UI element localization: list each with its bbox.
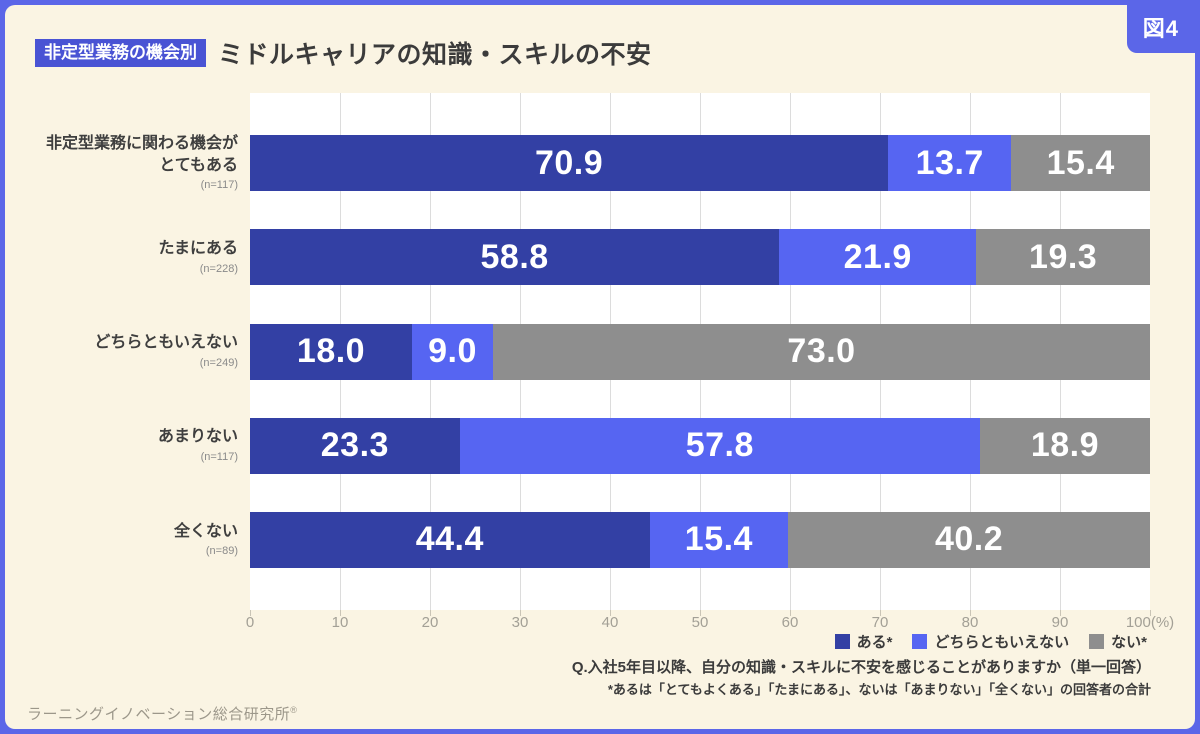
figure-number-badge: 図4: [1126, 5, 1195, 53]
category-badge: 非定型業務の機会別: [35, 39, 206, 67]
footnote: *あるは「とてもよくある」「たまにある」、ないは「あまりない」「全くない」の回答…: [607, 682, 1151, 697]
chart-area: 非定型業務に関わる機会が とてもある (n=117) 70.9 13.7 15.4 たまにあ…: [17, 93, 1151, 616]
category-label: どちらともいえない (n=249): [17, 332, 250, 370]
category-label: たまにある (n=228): [17, 238, 250, 276]
x-axis-tick-label: 100(%): [1125, 614, 1175, 631]
category-label-line: あまりない: [157, 428, 238, 446]
category-label-line: 非定型業務に関わる機会が: [45, 135, 238, 153]
bar-segment: 9.0: [412, 323, 493, 380]
bar-row: 全くない (n=89) 44.4 15.4 40.2: [17, 493, 1150, 587]
axis-tick-mark: [1150, 610, 1151, 616]
x-axis-tick-label: 60: [781, 614, 799, 631]
legend-swatch: [1089, 634, 1105, 649]
legend-item: どちらともいえない: [912, 631, 1069, 652]
legend-swatch: [912, 634, 928, 649]
x-axis-tick-label: 30: [511, 614, 529, 631]
axis-tick-mark: [1060, 610, 1061, 616]
x-axis-tick-label: 90: [1051, 614, 1069, 631]
bar-segment: 18.0: [250, 323, 412, 380]
registered-mark: ®: [290, 705, 298, 715]
survey-question: Q.入社5年目以降、自分の知識・スキルに不安を感じることがありますか（単一回答）: [571, 659, 1151, 676]
stacked-bar: 44.4 15.4 40.2: [250, 511, 1150, 568]
bar-row: 非定型業務に関わる機会がとてもある (n=117) 70.9 13.7 15.4: [17, 116, 1150, 210]
stacked-bar: 18.0 9.0 73.0: [250, 323, 1150, 380]
axis-tick-mark: [970, 610, 971, 616]
category-label-line: たまにある: [158, 240, 238, 258]
bar-row: たまにある (n=228) 58.8 21.9 19.3: [17, 210, 1150, 304]
category-label: 全くない (n=89): [17, 521, 250, 559]
category-label-line: 全くない: [173, 522, 238, 540]
x-axis-tick-label: 80: [961, 614, 979, 631]
figure-panel: 図4 非定型業務の機会別 ミドルキャリアの知識・スキルの不安 非定型業務に関わる…: [5, 5, 1195, 729]
legend-swatch: [834, 634, 850, 649]
sample-size: (n=228): [199, 262, 238, 275]
category-label: あまりない (n=117): [17, 426, 250, 464]
bar-segment: 21.9: [779, 229, 977, 286]
category-label-line: とてもある: [159, 156, 238, 174]
bar-segment: 15.4: [649, 511, 789, 568]
x-axis-tick-label: 70: [871, 614, 889, 631]
chart-title: ミドルキャリアの知識・スキルの不安: [218, 41, 652, 69]
category-label: 非定型業務に関わる機会がとてもある (n=117): [17, 133, 250, 193]
x-axis-tick-label: 0: [245, 614, 255, 631]
x-axis-tick-label: 10: [331, 614, 349, 631]
bar-segment: 70.9: [250, 135, 889, 192]
x-axis: 0 10 20 30 40 50 60 70 80 90 100(%): [17, 614, 1174, 634]
axis-tick-mark: [250, 610, 251, 616]
x-axis-tick-label: 50: [691, 614, 709, 631]
bar-row: どちらともいえない (n=249) 18.0 9.0 73.0: [17, 304, 1150, 398]
bar-segment: 44.4: [250, 511, 650, 568]
legend: ある* どちらともいえない ない*: [834, 631, 1147, 652]
bar-segment: 15.4: [1011, 135, 1150, 192]
bar-rows: 非定型業務に関わる機会が とてもある (n=117) 70.9 13.7 15.4 たまにあ…: [17, 93, 1150, 610]
source-name: ラーニングイノベーション総合研究所: [27, 706, 291, 723]
sample-size: (n=249): [199, 356, 238, 369]
legend-label: ない*: [1111, 634, 1147, 651]
axis-tick-mark: [340, 610, 341, 616]
legend-item: ある*: [834, 631, 893, 652]
sample-size: (n=117): [200, 179, 238, 192]
axis-tick-mark: [430, 610, 431, 616]
legend-label: どちらともいえない: [934, 634, 1070, 651]
stacked-bar: 23.3 57.8 18.9: [250, 417, 1150, 474]
bar-row: あまりない (n=117) 23.3 57.8 18.9: [17, 399, 1150, 493]
bar-segment: 19.3: [976, 229, 1150, 286]
legend-label: ある*: [856, 634, 893, 651]
bar-segment: 18.9: [979, 417, 1150, 474]
sample-size: (n=89): [205, 545, 238, 558]
stacked-bar: 70.9 13.7 15.4: [250, 135, 1150, 192]
bar-segment: 40.2: [788, 511, 1150, 568]
x-axis-tick-label: 20: [421, 614, 439, 631]
axis-tick-mark: [520, 610, 521, 616]
bar-segment: 23.3: [250, 417, 460, 474]
axis-tick-mark: [700, 610, 701, 616]
legend-item: ない*: [1089, 631, 1147, 652]
axis-tick-mark: [610, 610, 611, 616]
bar-segment: 73.0: [493, 323, 1150, 380]
category-label-line: どちらともいえない: [94, 334, 238, 352]
x-axis-tick-label: 40: [601, 614, 619, 631]
axis-tick-mark: [790, 610, 791, 616]
chart-header: 非定型業務の機会別 ミドルキャリアの知識・スキルの不安: [35, 35, 652, 71]
source-credit: ラーニングイノベーション総合研究所®: [27, 703, 297, 724]
bar-segment: 57.8: [459, 417, 980, 474]
axis-tick-mark: [880, 610, 881, 616]
bar-segment: 13.7: [888, 135, 1012, 192]
sample-size: (n=117): [200, 451, 238, 464]
bar-segment: 58.8: [250, 229, 780, 286]
stacked-bar: 58.8 21.9 19.3: [250, 229, 1150, 286]
